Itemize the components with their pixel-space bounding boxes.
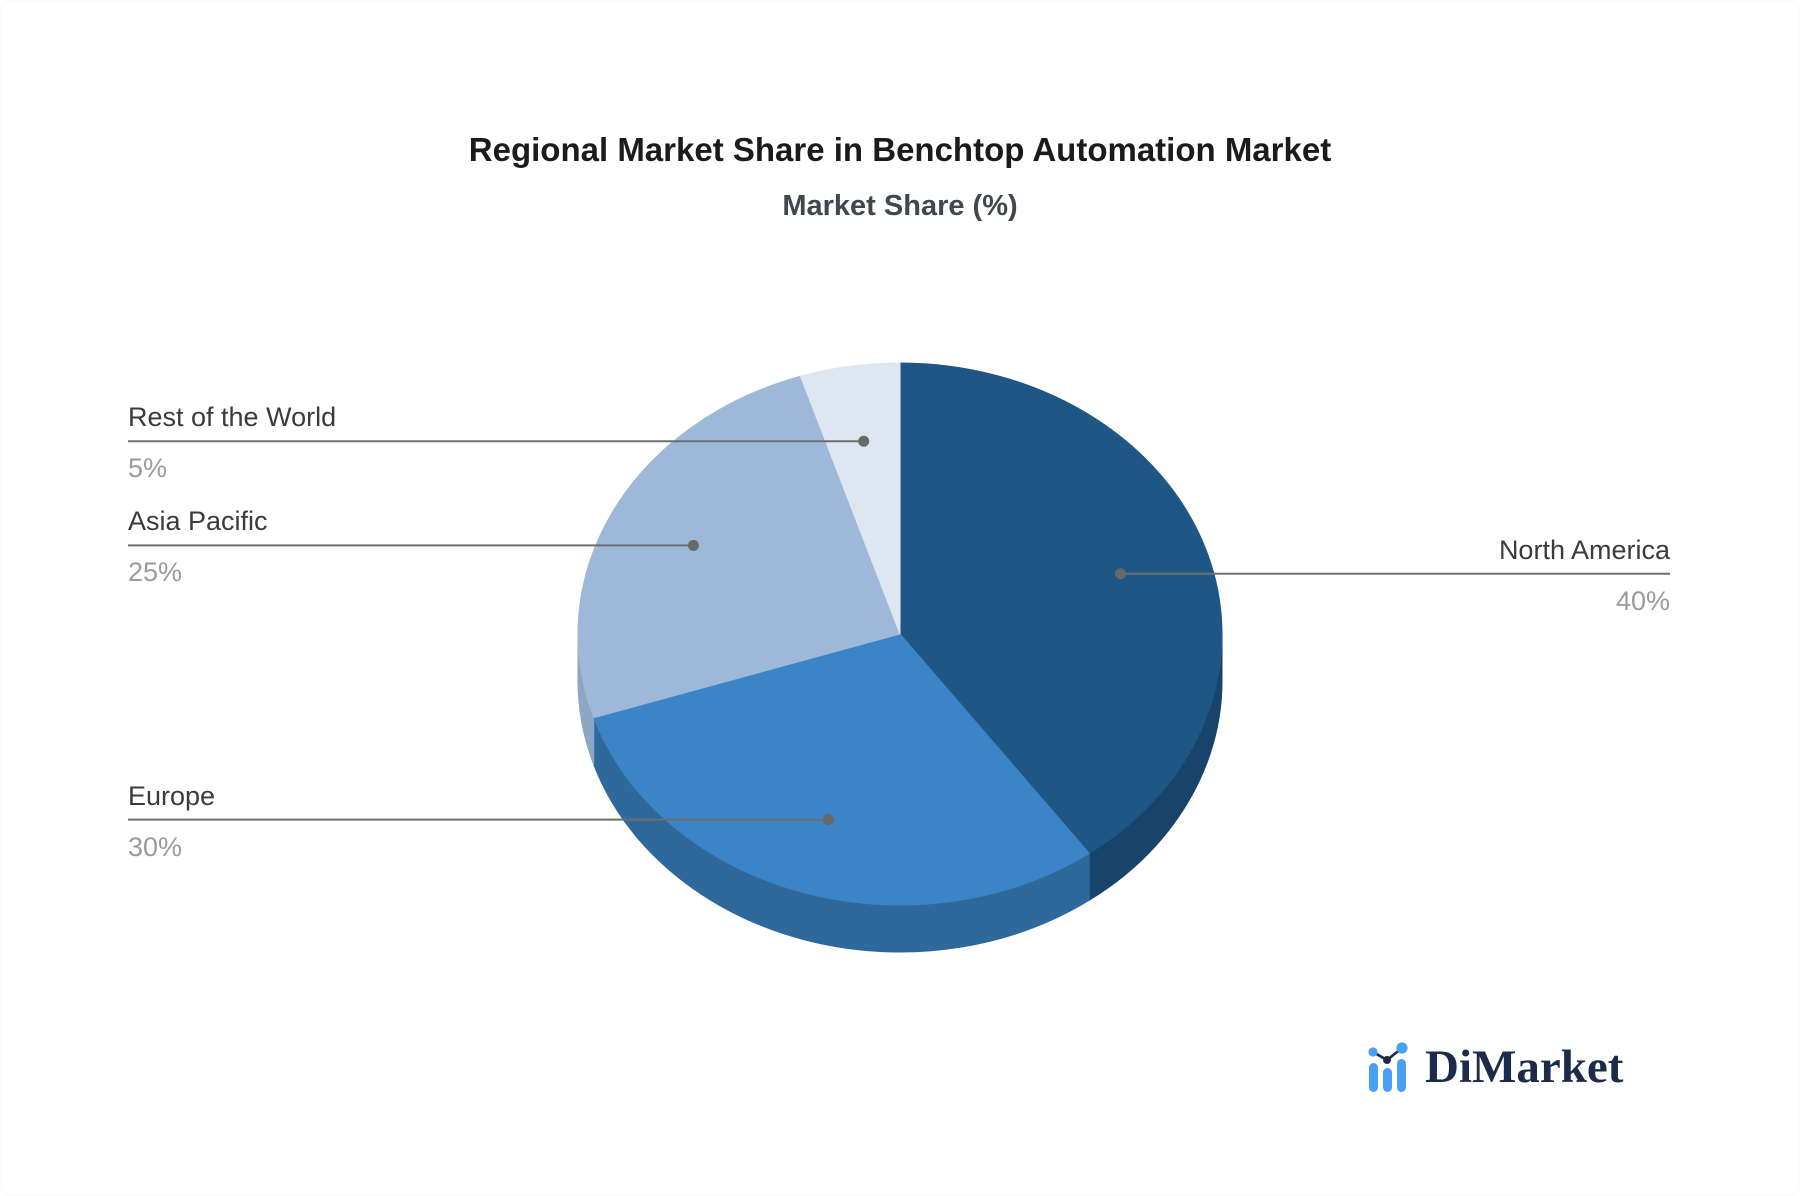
leader-dot: [687, 539, 699, 551]
bar-line-chart-icon: [1368, 1042, 1408, 1092]
brand-logo: DiMarket: [1363, 1038, 1623, 1096]
slice-label: Europe: [128, 780, 216, 811]
slice-label: North America: [1498, 534, 1670, 565]
leader-dot: [858, 435, 870, 447]
slice-percentage: 30%: [128, 831, 183, 862]
chart-subtitle: Market Share (%): [782, 190, 1018, 222]
pie-slice[interactable]: [899, 362, 1223, 854]
pie-slice[interactable]: [593, 633, 1091, 906]
chart-title: Regional Market Share in Benchtop Automa…: [468, 131, 1332, 168]
slice-percentage: 25%: [128, 557, 183, 588]
slice-percentage: 40%: [1615, 585, 1670, 616]
slice-label: Asia Pacific: [128, 506, 268, 537]
slice-label: Rest of the World: [128, 402, 337, 433]
pie-slice[interactable]: [577, 375, 901, 719]
leader-dot: [822, 814, 834, 826]
leader-dot: [1114, 568, 1126, 580]
pie-slice[interactable]: [799, 362, 901, 635]
slice-percentage: 5%: [128, 453, 168, 484]
brand-name: DiMarket: [1425, 1041, 1624, 1093]
